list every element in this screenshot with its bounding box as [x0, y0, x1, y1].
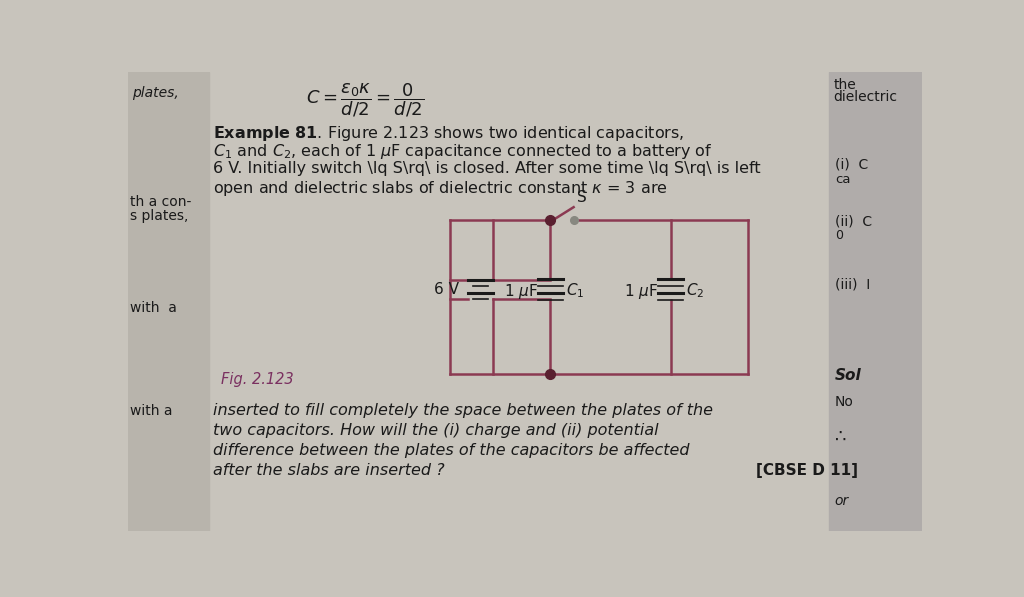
Text: $\bf{Example\ 81}$. Figure 2.123 shows two identical capacitors,: $\bf{Example\ 81}$. Figure 2.123 shows t… — [213, 124, 684, 143]
Text: $C_2$: $C_2$ — [686, 282, 705, 300]
Text: ∴: ∴ — [835, 427, 846, 445]
Text: Sol: Sol — [835, 368, 861, 383]
Text: $C = \dfrac{\varepsilon_0\kappa}{d/2} = \dfrac{0}{d/2}$: $C = \dfrac{\varepsilon_0\kappa}{d/2} = … — [306, 81, 424, 119]
Text: No: No — [835, 395, 854, 409]
Text: dielectric: dielectric — [834, 90, 897, 104]
Text: plates,: plates, — [132, 85, 178, 100]
Text: with a: with a — [130, 404, 173, 418]
Text: $C_1$: $C_1$ — [566, 282, 585, 300]
Text: Fig. 2.123: Fig. 2.123 — [221, 372, 294, 387]
Text: s plates,: s plates, — [130, 209, 188, 223]
Text: after the slabs are inserted ?: after the slabs are inserted ? — [213, 463, 444, 478]
Text: $C_1$ and $C_2$, each of 1 $\mu$F capacitance connected to a battery of: $C_1$ and $C_2$, each of 1 $\mu$F capaci… — [213, 143, 713, 161]
Text: (ii)  C: (ii) C — [835, 214, 871, 228]
Text: [CBSE D 11]: [CBSE D 11] — [756, 463, 858, 478]
Text: th a con-: th a con- — [130, 195, 191, 209]
Bar — [128, 72, 209, 531]
Text: open and dielectric slabs of dielectric constant $\kappa$ = 3 are: open and dielectric slabs of dielectric … — [213, 180, 668, 198]
Text: difference between the plates of the capacitors be affected: difference between the plates of the cap… — [213, 443, 690, 458]
Text: or: or — [835, 494, 849, 507]
Text: 1 $\mu$F: 1 $\mu$F — [504, 282, 538, 301]
Bar — [829, 72, 922, 531]
Text: the: the — [834, 78, 856, 92]
Text: 1 $\mu$F: 1 $\mu$F — [624, 282, 658, 301]
Text: 0: 0 — [835, 229, 843, 242]
Text: (iii)  I: (iii) I — [835, 278, 870, 292]
Text: S: S — [578, 190, 587, 205]
Text: ca: ca — [835, 173, 850, 186]
Text: inserted to fill completely the space between the plates of the: inserted to fill completely the space be… — [213, 403, 714, 418]
Text: two capacitors. How will the (i) charge and (ii) potential: two capacitors. How will the (i) charge … — [213, 423, 658, 438]
Text: 6 V: 6 V — [434, 282, 459, 297]
Text: 6 V. Initially switch \lq S\rq\ is closed. After some time \lq S\rq\ is left: 6 V. Initially switch \lq S\rq\ is close… — [213, 161, 761, 176]
Text: (i)  C: (i) C — [835, 158, 868, 172]
Text: with  a: with a — [130, 301, 177, 315]
